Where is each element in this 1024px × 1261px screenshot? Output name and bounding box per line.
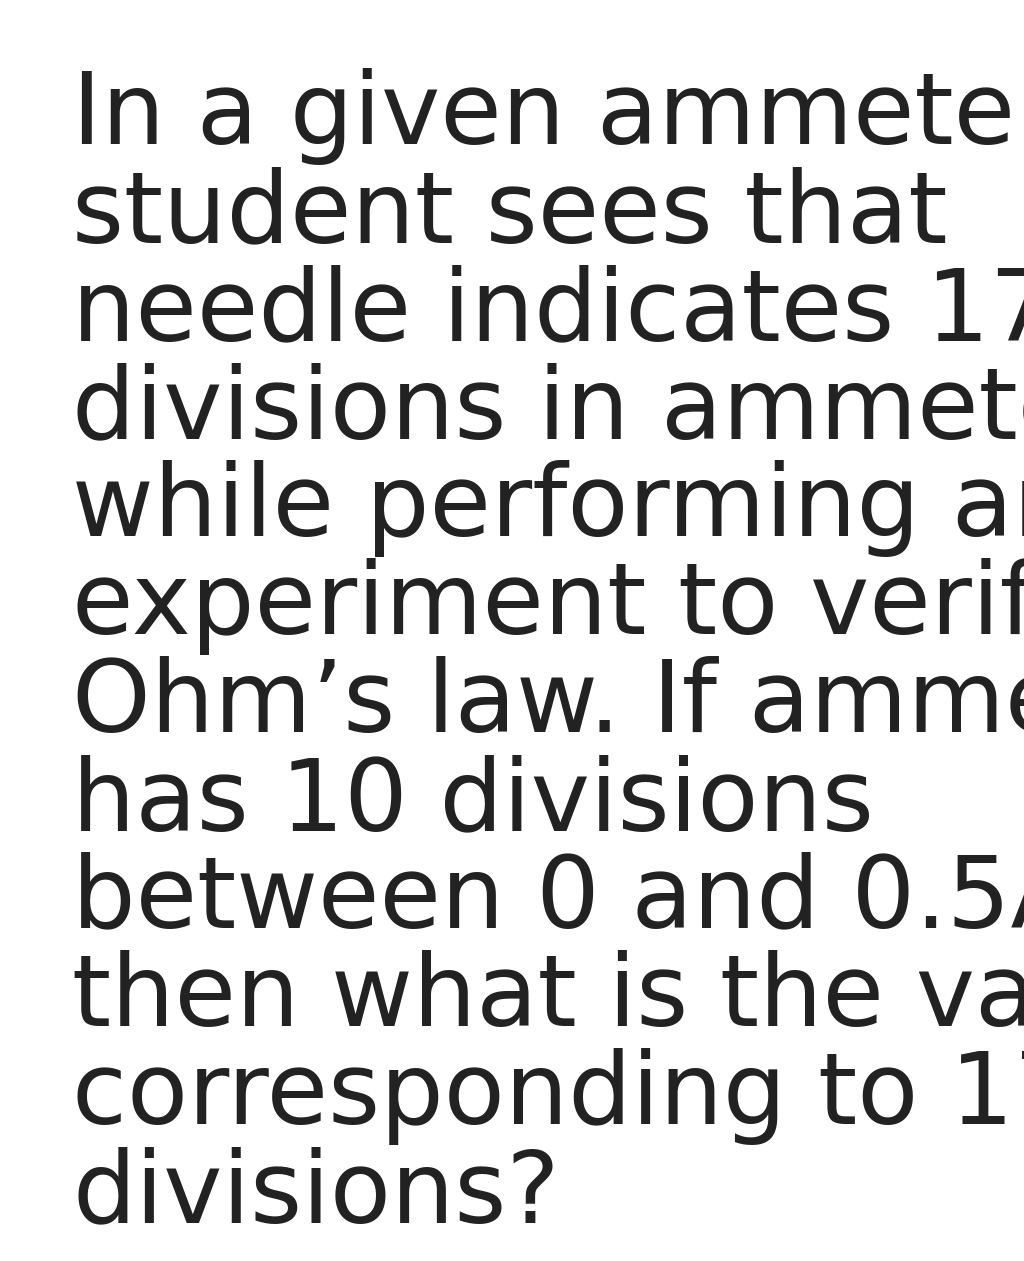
Text: divisions?: divisions? [72,1146,559,1243]
Text: has 10 divisions: has 10 divisions [72,754,873,851]
Text: then what is the value: then what is the value [72,950,1024,1047]
Text: student sees that: student sees that [72,166,947,264]
Text: corresponding to 17: corresponding to 17 [72,1048,1024,1145]
Text: In a given ammeter, a: In a given ammeter, a [72,68,1024,165]
Text: while performing an: while performing an [72,460,1024,557]
Text: experiment to verify: experiment to verify [72,559,1024,654]
Text: Ohm’s law. If ammeter: Ohm’s law. If ammeter [72,656,1024,753]
Text: between 0 and 0.5A,: between 0 and 0.5A, [72,852,1024,950]
Text: divisions in ammeter: divisions in ammeter [72,362,1024,459]
Text: needle indicates 17: needle indicates 17 [72,264,1024,361]
